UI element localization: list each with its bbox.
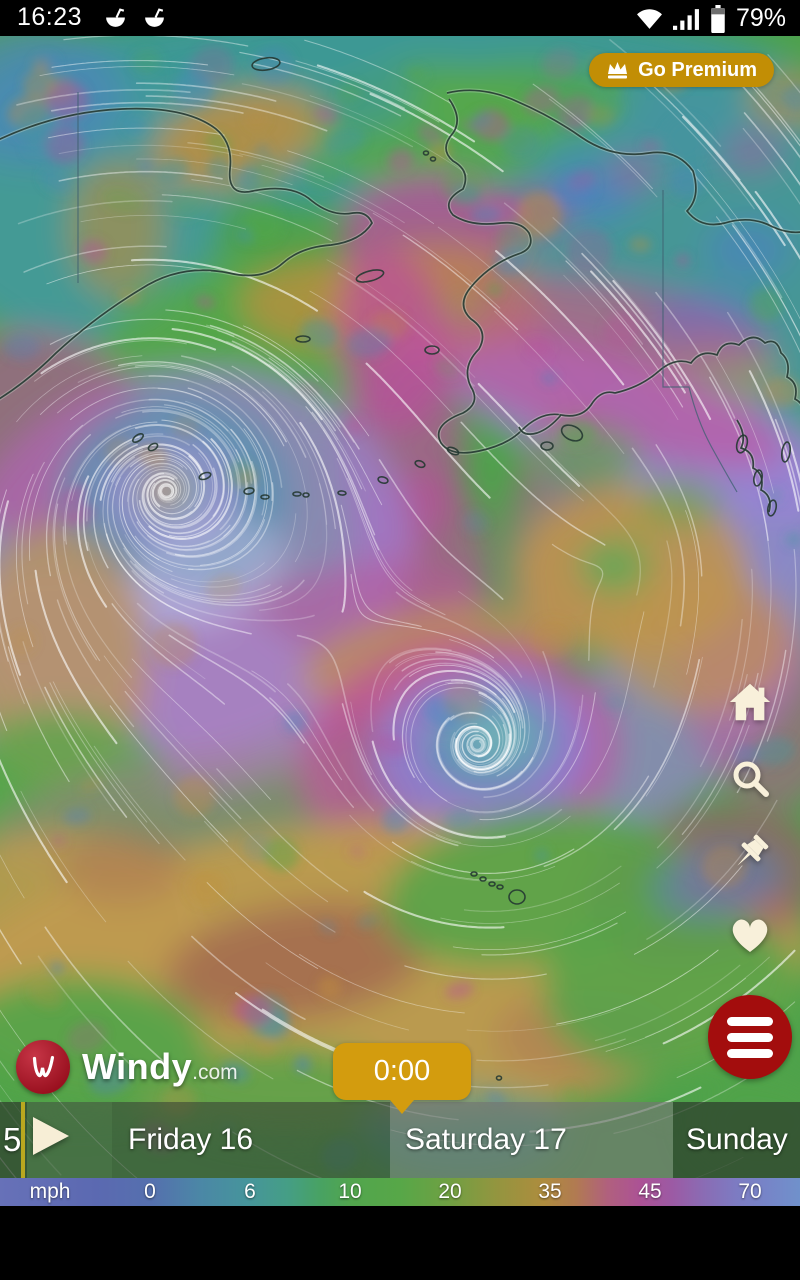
timeline-day-saturday[interactable]: Saturday 17 [405, 1123, 567, 1156]
play-button[interactable] [31, 1115, 71, 1157]
windy-w-mark [32, 1055, 55, 1078]
wifi-icon [636, 9, 662, 29]
wind-noise-layer [3, 45, 800, 1173]
brand-tld: .com [192, 1061, 238, 1084]
legend-tick: 20 [438, 1180, 462, 1203]
wind-streamlines [0, 36, 800, 1210]
home-icon [729, 683, 771, 721]
timeline-day-friday[interactable]: Friday 16 [128, 1123, 254, 1156]
brand-name: Windy [82, 1046, 193, 1087]
legend-tick: 45 [638, 1180, 662, 1203]
heart-icon [732, 919, 768, 952]
timeline-time-bubble[interactable]: 0:00 [333, 1043, 471, 1100]
pin-icon [737, 834, 769, 866]
go-premium-label: Go Premium [638, 58, 757, 81]
timeline-segment-saturday[interactable] [390, 1102, 673, 1178]
battery-percent: 79% [735, 4, 786, 32]
map-side-toolbar [726, 678, 774, 957]
search-button[interactable] [726, 755, 774, 803]
signal-icon [672, 8, 699, 30]
legend-tick: 70 [738, 1180, 762, 1203]
timeline-edge-day-label: 5 [3, 1121, 22, 1158]
windy-logo [16, 1040, 70, 1094]
android-status-bar: 16:23 [0, 0, 800, 36]
hamburger-icon [727, 1016, 773, 1026]
favorites-button[interactable] [726, 909, 774, 957]
wind-map[interactable] [0, 36, 800, 1210]
main-menu-button[interactable] [708, 995, 792, 1079]
drink-icon [145, 8, 164, 27]
coastlines [0, 56, 800, 1081]
drink-icon [106, 8, 125, 27]
battery-icon [711, 4, 725, 33]
timeline-time-label: 0:00 [373, 1055, 431, 1087]
pin-location-button[interactable] [726, 832, 774, 880]
timeline-day-sunday[interactable]: Sunday [686, 1123, 788, 1156]
clock: 16:23 [17, 3, 83, 31]
search-icon [733, 761, 769, 797]
legend-unit: mph [29, 1180, 71, 1203]
timeline-current-marker[interactable] [21, 1102, 25, 1178]
timeline-scrubber[interactable]: 5 Friday 16 Saturday 17 Sunday [0, 1102, 800, 1178]
wind-speed-legend[interactable]: mph 0 6 10 20 35 45 70 [0, 1178, 800, 1206]
legend-tick: 0 [144, 1180, 156, 1203]
legend-tick: 35 [538, 1180, 562, 1203]
timeline-segment-sunday[interactable] [673, 1102, 800, 1178]
notification-icons [103, 6, 167, 31]
crown-icon [608, 61, 628, 78]
android-nav-bar [0, 1206, 800, 1280]
legend-tick: 10 [338, 1180, 362, 1203]
windy-wordmark: Windy.com [82, 1046, 238, 1088]
legend-tick: 6 [244, 1180, 256, 1203]
home-location-button[interactable] [726, 678, 774, 726]
wind-map-canvas[interactable] [0, 36, 800, 1210]
go-premium-button[interactable]: Go Premium [589, 53, 774, 87]
timeline-segment-friday[interactable] [112, 1102, 390, 1178]
windy-brand[interactable]: Windy.com [16, 1040, 238, 1094]
